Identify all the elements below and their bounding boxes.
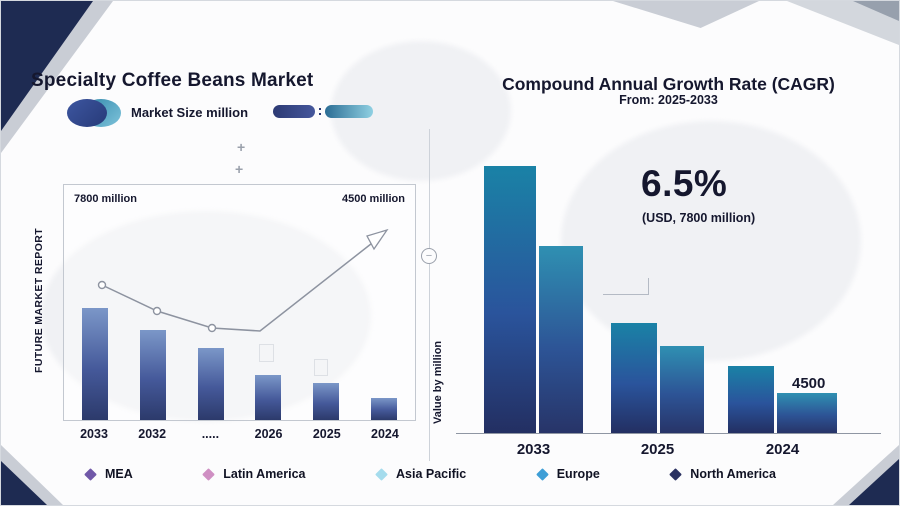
bar-2026 xyxy=(255,375,282,420)
pill-separator-dots xyxy=(319,108,321,115)
pill-navy xyxy=(273,105,315,118)
right-chart-groups: 4500 2033 2025 2024 xyxy=(456,151,881,458)
bar-column xyxy=(251,375,285,420)
x-axis-label: 2032 xyxy=(138,427,167,441)
x-axis-label: 2025 xyxy=(312,427,341,441)
right-chart-subtitle: From: 2025-2033 xyxy=(619,93,718,107)
bar xyxy=(660,346,704,433)
diamond-icon xyxy=(375,467,388,481)
diamond-icon xyxy=(202,467,216,481)
diamond-icon xyxy=(669,467,683,481)
background-blob xyxy=(561,121,861,361)
left-chart-title: Specialty Coffee Beans Market xyxy=(31,69,314,91)
step-bracket-decoration xyxy=(603,278,649,295)
cagr-note: (USD, 7800 million) xyxy=(642,211,756,225)
left-chart-bars xyxy=(78,185,401,420)
legend-item-north-america: North America xyxy=(669,467,776,481)
bar-2025 xyxy=(313,383,340,420)
legend-label: Asia Pacific xyxy=(396,467,467,481)
value-annotation-4500: 4500 million xyxy=(342,193,405,205)
bar-2032 xyxy=(139,330,166,420)
cagr-value: 6.5% xyxy=(641,163,728,204)
diamond-icon xyxy=(535,467,549,481)
legend-label: Europe xyxy=(556,467,600,481)
bar-group-2033: 2033 xyxy=(484,166,583,458)
bar-group-2025: 2025 xyxy=(611,323,704,458)
bar xyxy=(611,323,657,433)
bar-2033 xyxy=(82,308,108,420)
legend-label: North America xyxy=(690,467,776,481)
legend-item-mea: MEA xyxy=(84,467,133,481)
bar xyxy=(539,246,583,433)
plus-decoration: + xyxy=(237,139,246,155)
value-annotation-7800: 7800 million xyxy=(74,193,137,205)
section-divider xyxy=(429,129,430,461)
left-y-axis-label: FUTURE MARKET REPORT xyxy=(33,227,45,374)
bar xyxy=(777,393,837,433)
left-chart-panel: 7800 million 4500 million xyxy=(63,184,416,421)
bar-2024 xyxy=(370,398,397,420)
x-axis-label: 2024 xyxy=(765,441,800,458)
diamond-icon xyxy=(84,467,97,481)
legend-item-latin-america: Latin America xyxy=(202,467,306,481)
plus-decoration: + xyxy=(235,161,244,177)
legend-label: Latin America xyxy=(223,467,306,481)
bar-column xyxy=(309,383,343,420)
x-axis-label: 2025 xyxy=(640,441,675,458)
bar-column xyxy=(78,308,112,420)
pill-teal xyxy=(325,105,373,118)
legend-item-asia-pacific: Asia Pacific xyxy=(375,467,467,481)
minus-circle-icon: − xyxy=(421,248,437,264)
cylinder-icon xyxy=(67,97,123,129)
bar-column xyxy=(194,348,228,420)
bar xyxy=(484,166,536,433)
bar xyxy=(728,366,774,433)
ghost-icon xyxy=(259,344,274,362)
bar-column xyxy=(367,398,401,420)
edge-decoration-top xyxy=(613,1,759,28)
x-axis-label: 2026 xyxy=(254,427,283,441)
bar-..... xyxy=(197,348,224,420)
bar-group-2024: 2024 xyxy=(728,366,837,458)
right-y-axis-label: Value by million xyxy=(432,340,444,424)
market-size-legend-label: Market Size million xyxy=(131,105,249,120)
bar-column xyxy=(136,330,170,420)
bar-data-label-4500: 4500 xyxy=(792,375,826,392)
left-chart-xlabels: 2033 2032..... 2026 2025 2024 xyxy=(63,427,416,441)
ghost-icon xyxy=(314,359,328,376)
x-axis-label: ..... xyxy=(201,427,220,441)
legend-label: MEA xyxy=(105,467,133,481)
x-axis-label: 2024 xyxy=(371,427,399,441)
legend-item-europe: Europe xyxy=(535,467,600,481)
pill-decoration xyxy=(273,105,373,118)
bottom-legend: MEA Latin America Asia Pacific Europe North … xyxy=(84,467,776,481)
cylinder-icon-front xyxy=(67,99,107,127)
x-axis-label: 2033 xyxy=(80,427,108,441)
x-axis-label: 2033 xyxy=(516,441,551,458)
right-chart-title: Compound Annual Growth Rate (CAGR) xyxy=(502,73,835,94)
